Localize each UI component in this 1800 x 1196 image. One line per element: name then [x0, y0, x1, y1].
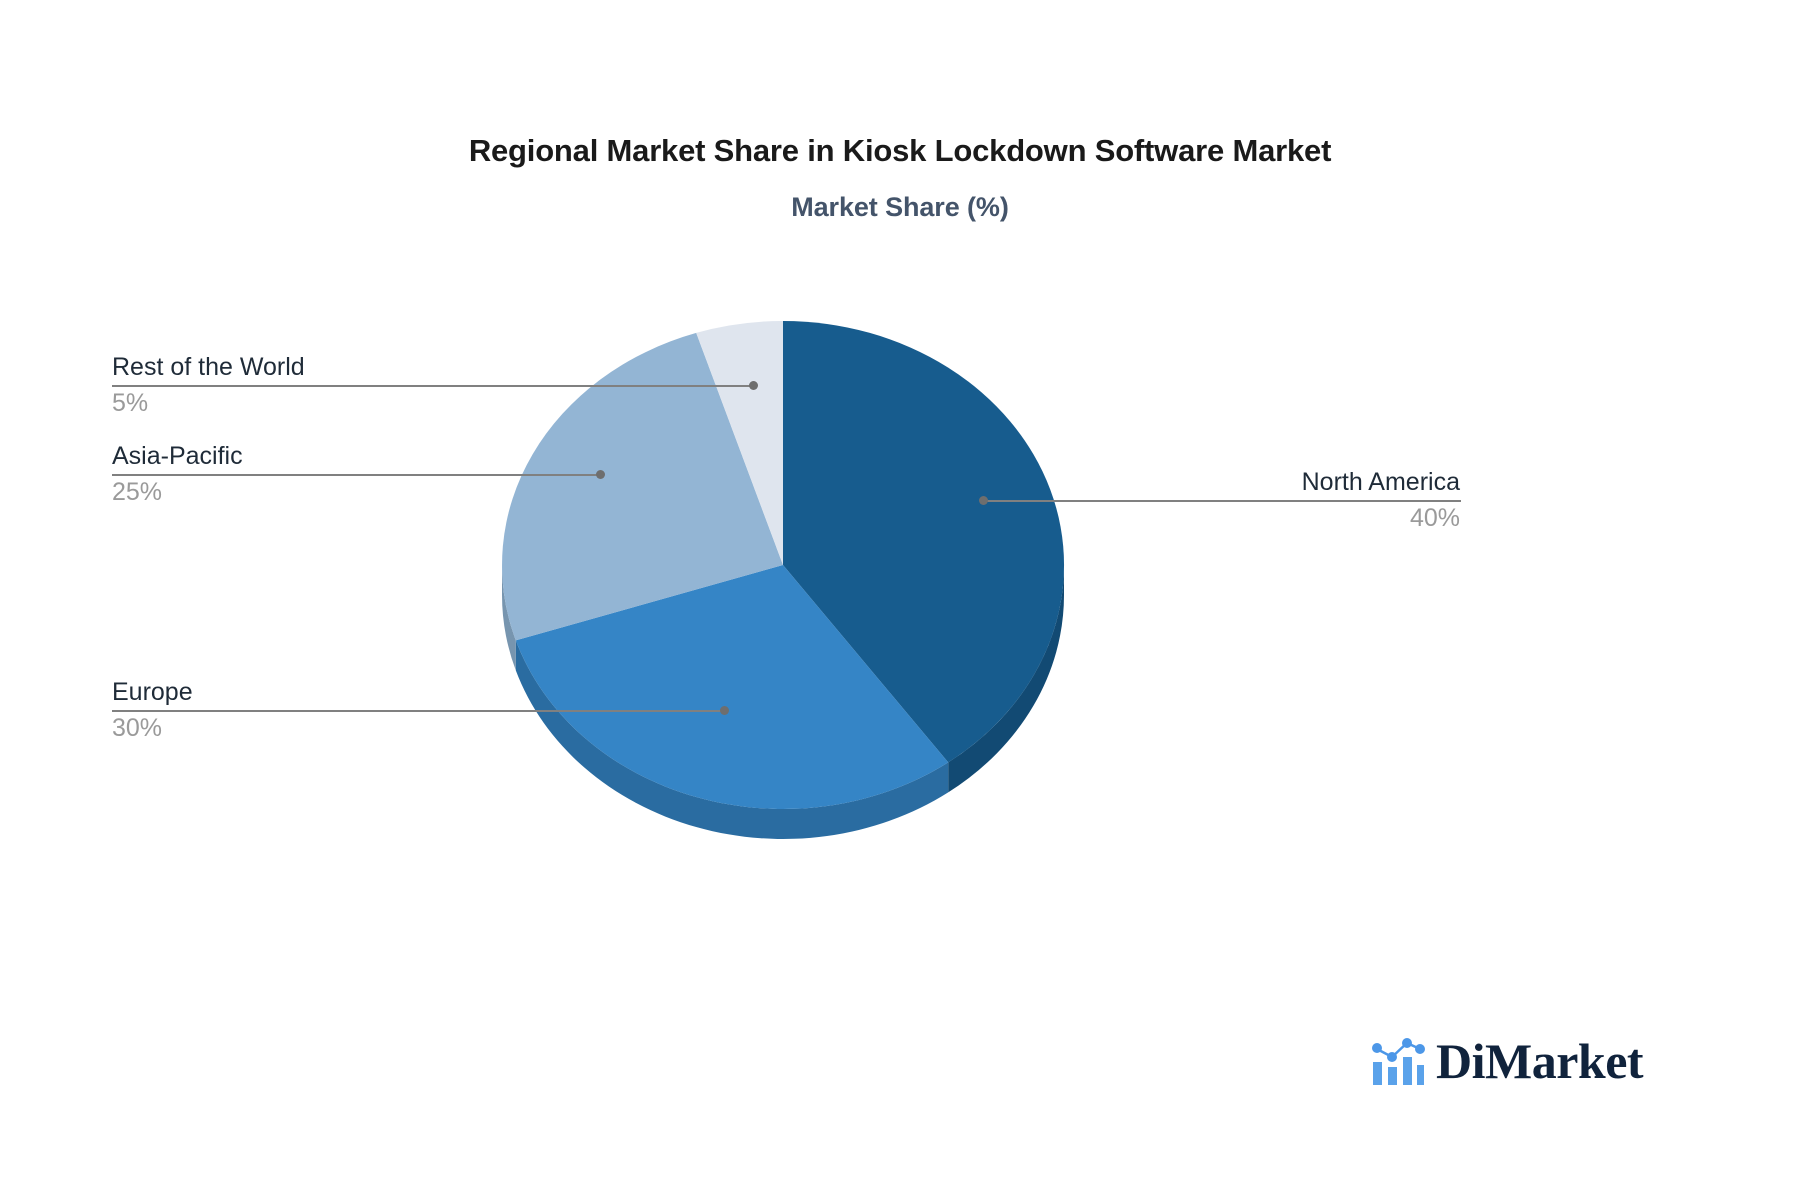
callout-value-rest-of-the-world: 5% — [112, 389, 149, 417]
chart-subtitle: Market Share (%) — [791, 192, 1009, 222]
leader-line-rest-of-the-world — [112, 385, 753, 387]
pie-svg — [502, 320, 1065, 839]
pie-chart — [498, 320, 1078, 840]
pie-side-asia-pacific — [502, 565, 516, 671]
callout-north-america: North America 40% — [1040, 467, 1460, 533]
pie-side-north-america — [948, 565, 1064, 793]
pie-top-layer — [502, 320, 1065, 809]
brand-logo: DiMarket — [1370, 1033, 1644, 1089]
brand-logo-text: DiMarket — [1436, 1033, 1644, 1089]
chart-title: Regional Market Share in Kiosk Lockdown … — [468, 133, 1332, 168]
callout-value-north-america: 40% — [1409, 504, 1460, 532]
leader-dot-europe — [720, 706, 729, 715]
bar-chart-logo-icon — [1372, 1038, 1425, 1085]
callout-asia-pacific: Asia-Pacific 25% — [112, 441, 243, 507]
callout-label-north-america: North America — [1301, 468, 1460, 496]
callout-label-europe: Europe — [112, 678, 193, 706]
callout-value-asia-pacific: 25% — [112, 478, 163, 506]
leader-dot-rest-of-the-world — [749, 381, 758, 390]
callout-label-rest-of-the-world: Rest of the World — [112, 353, 305, 381]
pie-slice-north-america[interactable] — [783, 321, 1065, 763]
leader-dot-north-america — [979, 496, 988, 505]
leader-dot-asia-pacific — [596, 470, 605, 479]
leader-line-asia-pacific — [112, 474, 600, 476]
leader-line-europe — [112, 710, 724, 712]
leader-line-north-america — [983, 500, 1461, 502]
pie-slice-asia-pacific[interactable] — [502, 332, 783, 641]
pie-depth-layer — [502, 565, 1064, 839]
callout-label-asia-pacific: Asia-Pacific — [112, 442, 243, 470]
pie-slice-rest-of-the-world[interactable] — [696, 320, 783, 565]
callout-europe: Europe 30% — [112, 677, 193, 743]
callout-value-europe: 30% — [112, 714, 163, 742]
callout-rest-of-the-world: Rest of the World 5% — [112, 352, 305, 418]
pie-slice-europe[interactable] — [515, 565, 949, 809]
pie-side-europe — [515, 640, 949, 839]
